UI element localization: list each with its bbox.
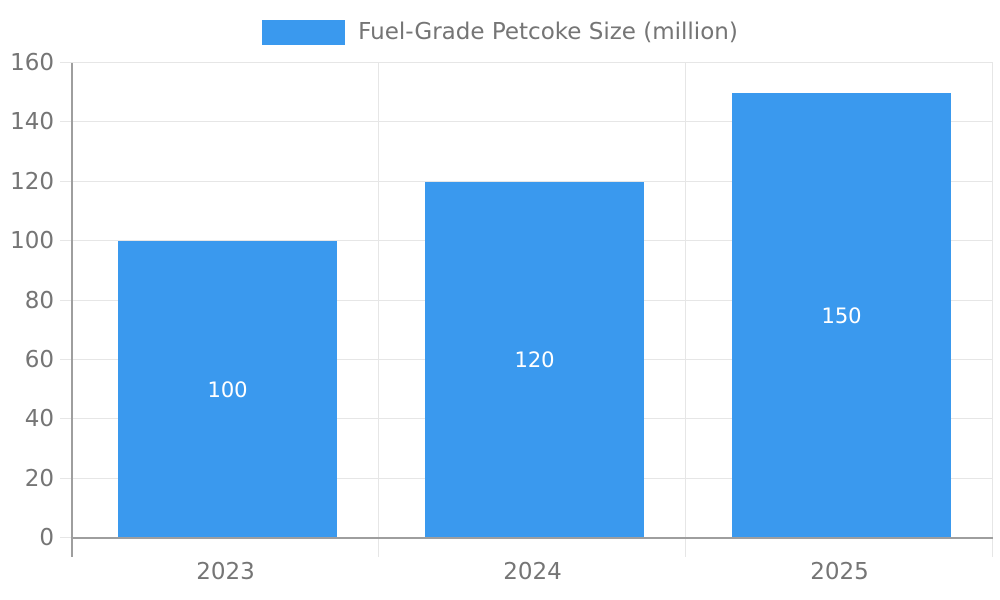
bar-value-label: 150	[821, 303, 862, 328]
y-axis-tick-label: 0	[39, 525, 54, 551]
y-gridline	[60, 62, 993, 63]
bar-value-label: 100	[207, 377, 248, 402]
y-axis-tick-label: 40	[24, 406, 54, 432]
bar-2023[interactable]: 100	[118, 241, 337, 538]
y-axis-tick-label: 160	[10, 50, 54, 76]
x-axis-tick-label: 2025	[810, 559, 869, 585]
plot-area: 0 20 40 60 80 100 120 140 160 100 120 150 2023 2024 20…	[10, 50, 993, 585]
legend-swatch	[262, 19, 346, 45]
category-boundary-gridline	[992, 63, 993, 557]
y-axis-tick-label: 60	[24, 347, 54, 373]
y-axis-tick-label: 80	[24, 288, 54, 314]
y-axis-tick-label: 120	[10, 169, 54, 195]
legend-label: Fuel-Grade Petcoke Size (million)	[358, 19, 738, 45]
legend: Fuel-Grade Petcoke Size (million)	[0, 19, 1000, 45]
y-axis-tick-label: 100	[10, 228, 54, 254]
y-gridline	[60, 121, 993, 122]
y-gridline	[60, 181, 993, 182]
y-axis-tick-label: 20	[24, 466, 54, 492]
x-axis-line	[72, 537, 993, 539]
bar-value-label: 120	[514, 348, 555, 372]
bar-2025[interactable]: 150	[732, 93, 951, 538]
category-boundary-gridline	[378, 63, 379, 557]
x-axis-tick-label: 2023	[196, 559, 255, 585]
bar-2024[interactable]: 120	[425, 182, 644, 538]
category-boundary-gridline	[685, 63, 686, 557]
y-axis-line	[71, 63, 73, 557]
y-axis-tick-label: 140	[10, 109, 54, 135]
x-axis-tick-label: 2024	[503, 559, 562, 585]
